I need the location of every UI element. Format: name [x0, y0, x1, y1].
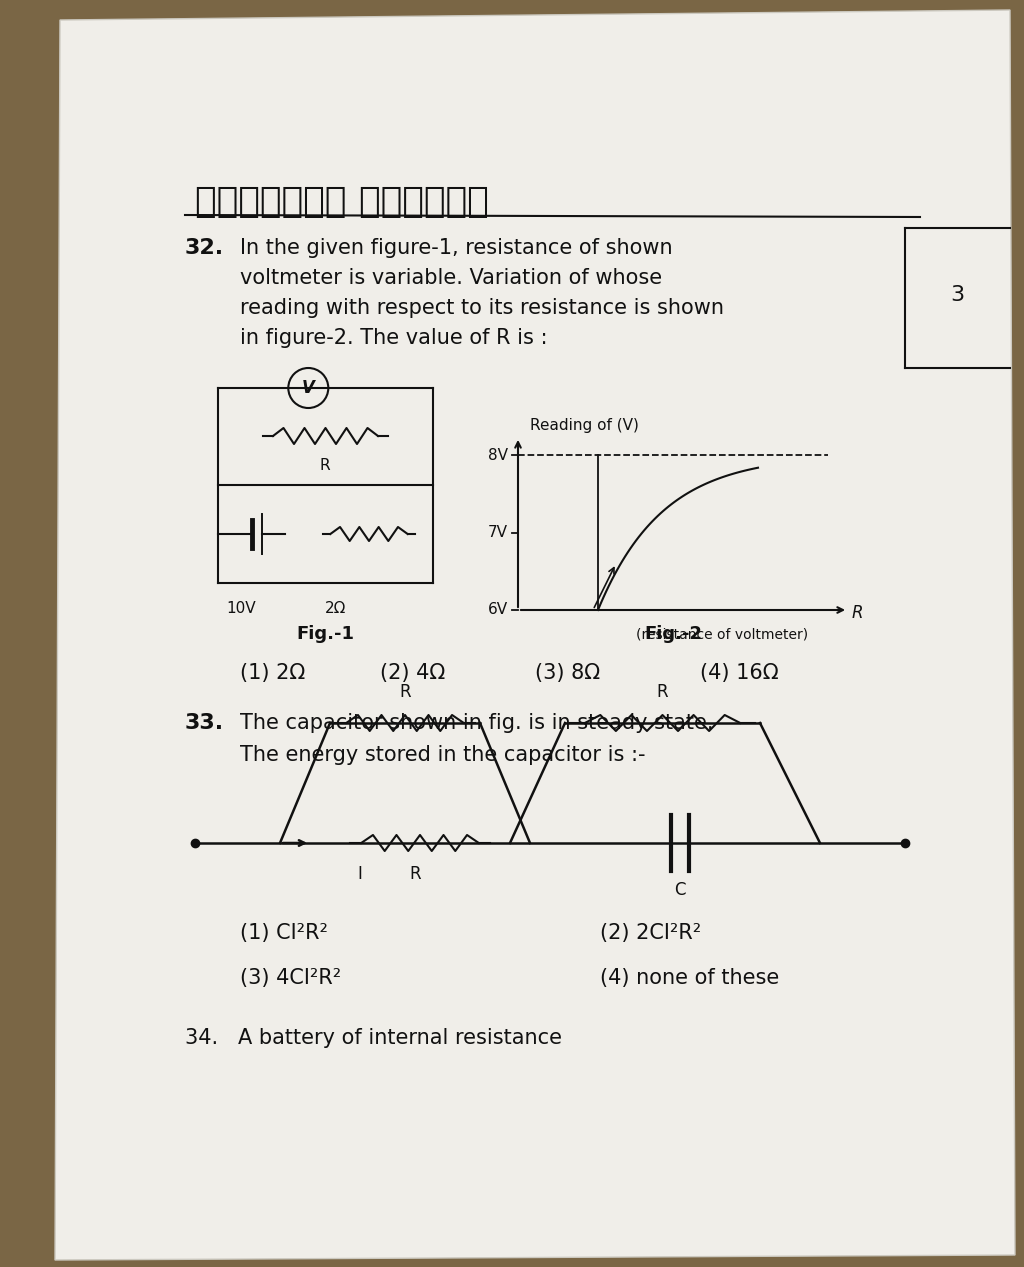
Text: R: R: [319, 457, 331, 473]
Text: (4) none of these: (4) none of these: [600, 968, 779, 988]
Text: Fig.-1: Fig.-1: [296, 625, 354, 642]
Text: (4) 16Ω: (4) 16Ω: [700, 663, 778, 683]
Text: 33.: 33.: [185, 713, 224, 734]
Text: (2) 4Ω: (2) 4Ω: [380, 663, 445, 683]
Text: C: C: [674, 881, 686, 900]
Text: 3: 3: [950, 285, 965, 305]
Text: V: V: [302, 379, 314, 397]
Text: Reading of (V): Reading of (V): [530, 418, 639, 433]
Text: I: I: [357, 865, 362, 883]
Text: संस्कार एकेडमी: संस्कार एकेडमी: [195, 185, 488, 219]
Text: 8V: 8V: [488, 447, 508, 462]
Text: 34.   A battery of internal resistance: 34. A battery of internal resistance: [185, 1028, 562, 1048]
Text: The capacitor shown in fig. is in steady state.: The capacitor shown in fig. is in steady…: [240, 713, 714, 734]
Text: (1) 2Ω: (1) 2Ω: [240, 663, 305, 683]
Text: 6V: 6V: [487, 603, 508, 617]
Text: R: R: [656, 683, 668, 701]
Text: (3) 4CI²R²: (3) 4CI²R²: [240, 968, 341, 988]
Text: 10V: 10V: [226, 601, 256, 616]
Text: Fig.-2: Fig.-2: [644, 625, 702, 642]
Text: (1) CI²R²: (1) CI²R²: [240, 922, 328, 943]
Text: 2Ω: 2Ω: [326, 601, 347, 616]
Text: 32.: 32.: [185, 238, 224, 258]
Text: In the given figure-1, resistance of shown: In the given figure-1, resistance of sho…: [240, 238, 673, 258]
Text: (2) 2CI²R²: (2) 2CI²R²: [600, 922, 701, 943]
Text: (resistance of voltmeter): (resistance of voltmeter): [636, 628, 808, 642]
Polygon shape: [55, 10, 1015, 1259]
Text: reading with respect to its resistance is shown: reading with respect to its resistance i…: [240, 298, 724, 318]
Text: in figure-2. The value of R is :: in figure-2. The value of R is :: [240, 328, 548, 348]
Text: voltmeter is variable. Variation of whose: voltmeter is variable. Variation of whos…: [240, 269, 663, 288]
Text: 7V: 7V: [488, 525, 508, 540]
Text: R: R: [852, 604, 863, 622]
Text: R: R: [399, 683, 411, 701]
Text: The energy stored in the capacitor is :-: The energy stored in the capacitor is :-: [240, 745, 645, 765]
Text: R: R: [410, 865, 421, 883]
Text: (3) 8Ω: (3) 8Ω: [535, 663, 600, 683]
